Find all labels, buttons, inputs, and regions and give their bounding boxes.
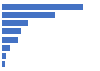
Bar	[2, 12, 55, 18]
Bar	[2, 36, 18, 43]
Bar	[2, 61, 5, 67]
Bar	[2, 28, 21, 35]
Bar	[2, 4, 83, 10]
Bar	[2, 20, 28, 26]
Bar	[2, 53, 6, 59]
Bar	[2, 45, 10, 51]
